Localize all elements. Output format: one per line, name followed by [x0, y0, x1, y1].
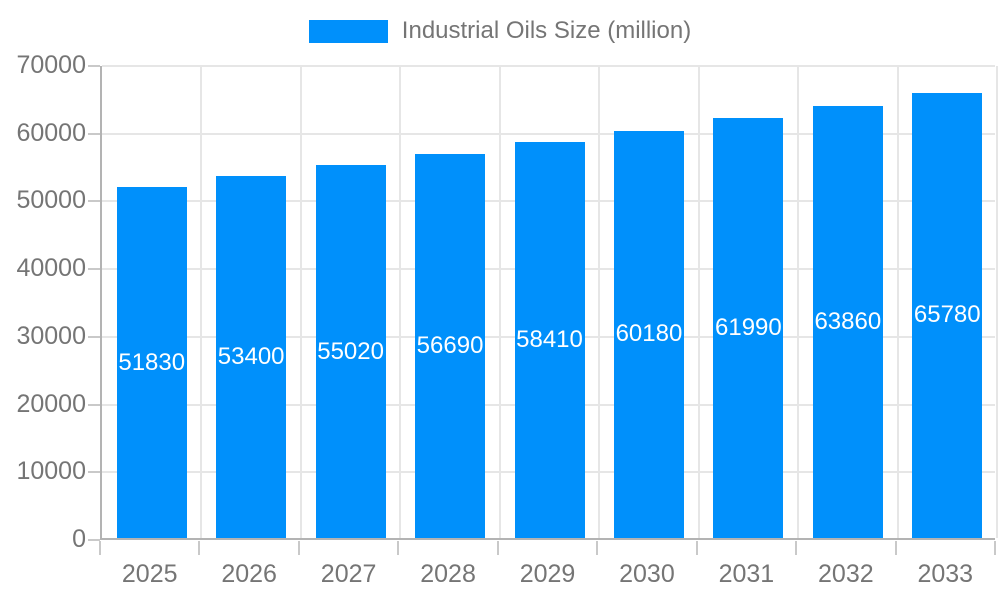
bar-value-label: 61990	[715, 314, 782, 342]
x-axis-tick-label: 2026	[221, 560, 277, 588]
x-axis-tick-label: 2033	[917, 560, 974, 588]
x-axis-tick	[397, 541, 400, 555]
h-gridline	[102, 132, 995, 135]
y-axis-tick	[88, 403, 100, 406]
bar-2033[interactable]: 65780	[912, 92, 983, 538]
bar-2027[interactable]: 55020	[315, 165, 386, 538]
v-gridline	[896, 66, 899, 538]
bar-value-label: 55020	[317, 337, 384, 365]
y-axis-tick-label: 0	[72, 525, 86, 553]
bar-value-label: 60180	[615, 320, 683, 348]
legend-label: Industrial Oils Size (million)	[401, 17, 692, 44]
x-axis-tick	[795, 541, 798, 555]
y-axis-tick	[88, 335, 100, 338]
y-axis-tick-label: 60000	[16, 118, 86, 147]
x-axis-tick-label: 2029	[519, 560, 576, 588]
bar-2025[interactable]: 51830	[116, 187, 187, 538]
legend: Industrial Oils Size (million)	[0, 17, 1000, 45]
v-gridline	[697, 66, 700, 538]
y-axis-tick	[88, 471, 100, 474]
bar-2029[interactable]: 58410	[514, 142, 585, 538]
x-axis-tick	[695, 541, 698, 555]
x-axis-tick	[496, 541, 499, 555]
v-gridline	[996, 66, 998, 538]
legend-item-industrial-oils-size[interactable]: Industrial Oils Size (million)	[308, 17, 692, 45]
v-gridline	[200, 66, 203, 538]
bar-2030[interactable]: 60180	[613, 130, 684, 538]
bar-value-label: 53400	[217, 343, 285, 371]
y-axis-tick-label: 10000	[16, 457, 86, 486]
plot-area: 51830 53400 55020 56690 58410 60180 61990 63860…	[100, 65, 998, 540]
y-axis-tick-label: 70000	[16, 51, 86, 79]
v-gridline	[598, 66, 601, 538]
bar-value-label: 56690	[416, 332, 484, 360]
x-axis-tick-label: 2028	[420, 560, 476, 588]
x-axis-tick	[596, 541, 599, 555]
h-gridline	[102, 65, 995, 67]
x-axis-tick-label: 2030	[619, 560, 675, 588]
y-axis-tick	[88, 539, 100, 541]
x-axis-tick	[894, 541, 897, 555]
x-axis-tick	[994, 541, 996, 555]
y-axis-tick	[88, 268, 100, 271]
x-axis-tick-label: 2031	[718, 560, 775, 588]
v-gridline	[299, 66, 302, 538]
y-axis-tick	[88, 132, 100, 135]
x-axis-tick	[198, 541, 201, 555]
bar-2031[interactable]: 61990	[713, 118, 784, 538]
v-gridline	[399, 66, 402, 538]
x-axis-tick	[99, 541, 101, 555]
bar-value-label: 65780	[913, 301, 981, 329]
y-axis-tick-label: 30000	[16, 321, 86, 350]
bar-2028[interactable]: 56690	[415, 154, 486, 538]
x-axis-tick-label: 2027	[320, 560, 377, 588]
bar-2032[interactable]: 63860	[812, 105, 883, 538]
bar-value-label: 63860	[814, 307, 882, 335]
y-axis-tick-label: 20000	[16, 389, 86, 418]
x-axis-tick-label: 2032	[818, 560, 874, 588]
v-gridline	[797, 66, 800, 538]
bar-2026[interactable]: 53400	[216, 176, 287, 538]
x-axis-tick-label: 2025	[121, 560, 178, 588]
bar-value-label: 58410	[516, 326, 583, 354]
y-axis-tick	[88, 65, 100, 67]
y-axis-tick-label: 40000	[16, 254, 86, 283]
y-axis-tick	[88, 200, 100, 203]
y-axis-tick-label: 50000	[16, 186, 86, 215]
bar-value-label: 51830	[118, 348, 186, 376]
v-gridline	[498, 66, 501, 538]
legend-swatch-icon	[308, 19, 388, 43]
x-axis-tick	[297, 541, 300, 555]
